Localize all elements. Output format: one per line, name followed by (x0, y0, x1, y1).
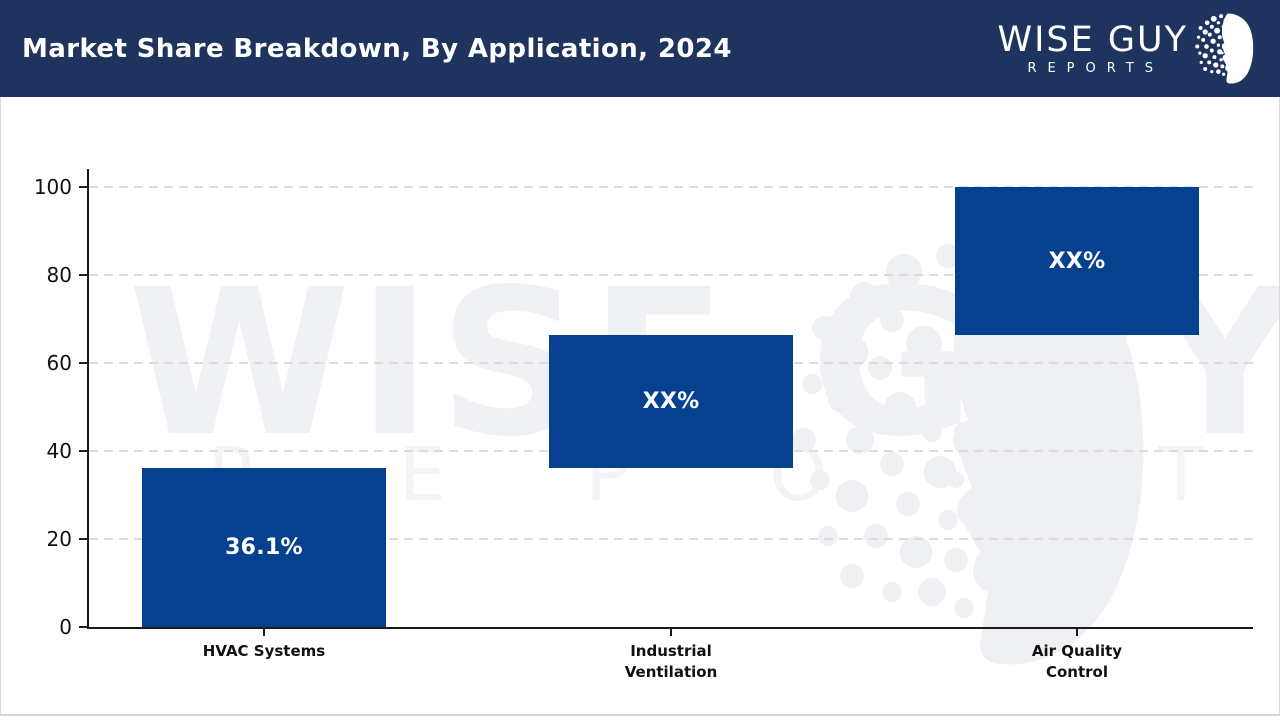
y-tick-mark-0 (79, 626, 87, 628)
y-tick-label-40: 40 (46, 439, 72, 463)
header-bar: Market Share Breakdown, By Application, … (0, 0, 1280, 97)
gridline-100 (89, 186, 1253, 188)
y-tick-label-60: 60 (46, 351, 72, 375)
y-tick-label-0: 0 (59, 615, 72, 639)
y-axis-line (87, 169, 89, 629)
bar-air-quality-control: XX% (955, 187, 1199, 336)
x-category-label-line: HVAC Systems (202, 642, 326, 660)
x-tick-mark-hvac-systems (263, 629, 265, 636)
x-category-label-hvac-systems: HVAC Systems (134, 641, 394, 662)
y-tick-label-100: 100 (33, 175, 72, 199)
logo-subtext: REPORTS (1027, 60, 1165, 76)
frame-left-border (0, 97, 1, 716)
bar-industrial-ventilation: XX% (549, 335, 793, 469)
page-title: Market Share Breakdown, By Application, … (22, 33, 732, 64)
x-tick-mark-air-quality-control (1076, 629, 1078, 636)
wise-guy-reports-logo: WISE GUY REPORTS (997, 12, 1258, 85)
x-category-label-line: Air Quality (1031, 642, 1123, 660)
bar-value-label: XX% (1048, 248, 1106, 274)
y-tick-mark-100 (79, 186, 87, 188)
y-tick-mark-60 (79, 362, 87, 364)
bar-hvac-systems: 36.1% (142, 468, 386, 627)
logo-wordmark: WISE GUY (997, 19, 1188, 60)
x-category-label-line: Ventilation (624, 663, 718, 681)
logo-text: WISE GUY REPORTS (997, 19, 1188, 76)
y-tick-mark-20 (79, 538, 87, 540)
y-tick-mark-80 (79, 274, 87, 276)
gridline-20 (89, 538, 1253, 540)
x-category-label-line: Industrial (630, 642, 712, 660)
gridline-80 (89, 274, 1253, 276)
bar-value-label: 36.1% (225, 535, 303, 561)
x-tick-mark-industrial-ventilation (670, 629, 672, 636)
x-axis-line (87, 627, 1253, 629)
bar-value-label: XX% (642, 389, 700, 415)
y-tick-label-20: 20 (46, 527, 72, 551)
x-category-label-industrial-ventilation: Industrial Ventilation (541, 641, 801, 683)
x-category-label-air-quality-control: Air Quality Control (947, 641, 1207, 683)
y-tick-label-80: 80 (46, 263, 72, 287)
logo-head-icon (1192, 12, 1258, 85)
x-category-label-line: Control (1045, 663, 1108, 681)
frame-bottom-border (0, 714, 1280, 716)
y-tick-mark-40 (79, 450, 87, 452)
